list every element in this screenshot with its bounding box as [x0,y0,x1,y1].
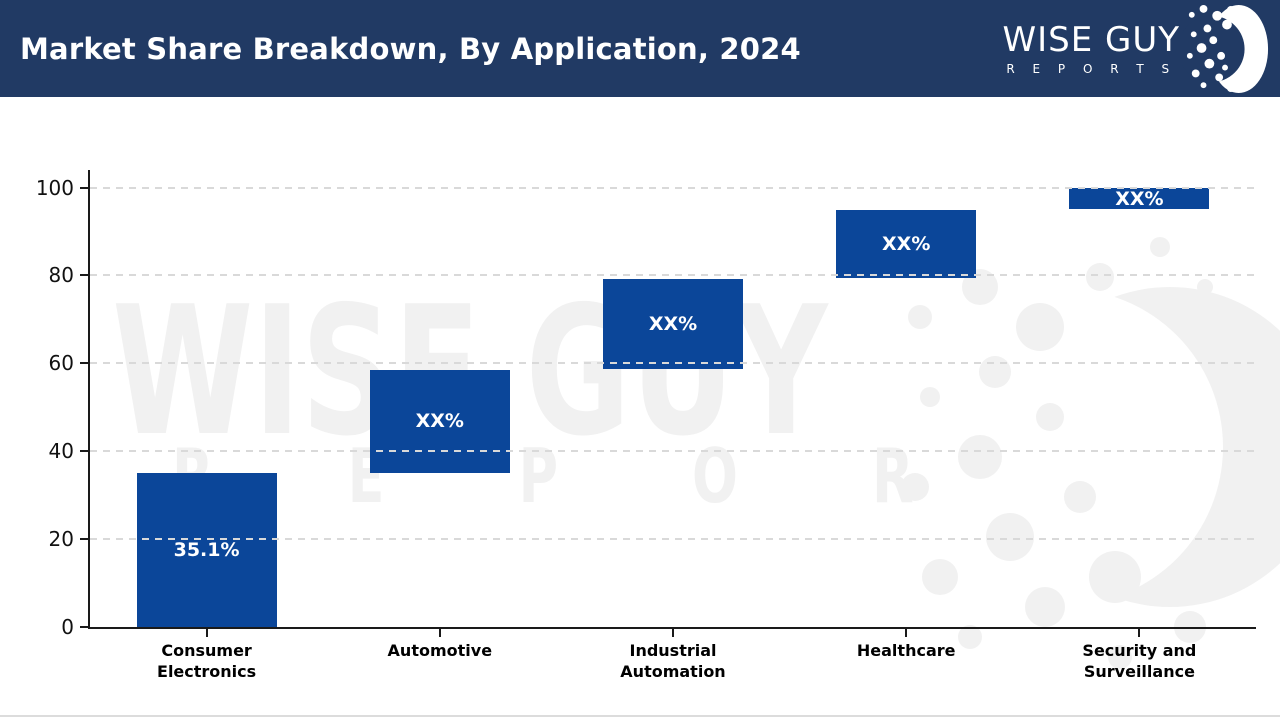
bar-value-label-3: XX% [882,232,931,255]
bar-value-label-0: 35.1% [173,538,240,561]
x-tick-mark-3 [905,629,908,637]
bar-value-label-4: XX% [1115,187,1164,210]
logo-wordmark: WISE GUY [1002,19,1180,60]
bottom-divider [0,715,1280,717]
y-tick-label-40: 40 [48,439,74,464]
y-tick-label-80: 80 [48,263,74,288]
gridline-100 [90,186,1256,189]
gridline-60 [90,362,1256,365]
y-tick-label-100: 100 [35,175,74,200]
y-tick-mark-40 [80,450,88,453]
x-tick-mark-0 [205,629,208,637]
bar-value-label-2: XX% [648,313,698,336]
category-label-0: Consumer Electronics [157,641,256,683]
bar-0: 35.1% [136,472,277,627]
y-tick-mark-80 [80,274,88,277]
gridline-80 [90,274,1256,277]
bar-4: XX% [1069,187,1210,210]
header-bar: Market Share Breakdown, By Application, … [0,0,1280,97]
category-label-line: Healthcare [856,641,956,660]
category-label-4: Security and Surveillance [1082,641,1196,683]
category-label-2: Industrial Automation [620,641,725,683]
category-label-1: Automotive [388,641,493,662]
bar-2: XX% [603,279,743,370]
y-tick-label-60: 60 [48,351,74,376]
wise-guy-logo: WISE GUY R E P O R T S [1002,3,1270,95]
logo-subtitle: R E P O R T S [1006,61,1177,76]
x-tick-mark-2 [672,629,674,637]
gridline-20 [90,538,1256,541]
x-tick-mark-1 [438,629,441,637]
category-label-line: Security and [1082,641,1197,660]
category-label-3: Healthcare [857,641,956,662]
category-label-line: Automation [620,661,726,681]
watermark-head-icon [901,237,1280,669]
logo-text: WISE GUY R E P O R T S [1002,23,1180,75]
y-tick-label-20: 20 [48,527,74,552]
y-tick-mark-0 [80,626,88,628]
category-label-line: Electronics [157,661,257,681]
bar-value-label-1: XX% [415,410,464,433]
plot-area: 0 20 40 60 80 100 35.1% Consumer Electronics XX% A… [36,170,1256,681]
category-label-line: Consumer [161,641,252,660]
category-label-line: Industrial [629,641,717,660]
y-tick-mark-20 [80,538,88,541]
y-tick-mark-100 [80,186,88,189]
bar-1: XX% [369,369,510,473]
logo-head-icon [1182,4,1269,93]
y-tick-label-0: 0 [61,615,74,639]
category-label-line: Surveillance [1083,661,1195,681]
bar-3: XX% [836,209,977,278]
gridline-40 [90,450,1256,453]
x-tick-mark-4 [1138,629,1141,637]
chart-title: Market Share Breakdown, By Application, … [20,31,801,66]
category-label-line: Automotive [387,641,493,660]
y-tick-mark-60 [80,362,88,365]
